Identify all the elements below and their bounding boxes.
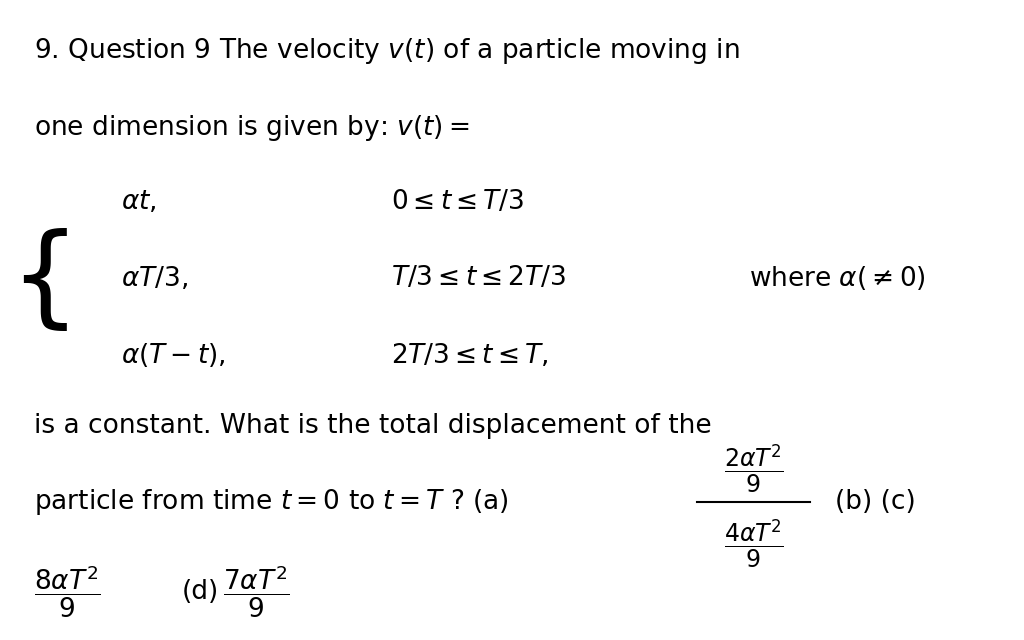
Text: $0 \leq t \leq T/3$: $0 \leq t \leq T/3$ [391, 189, 525, 214]
Text: $\dfrac{7\alpha T^2}{9}$: $\dfrac{7\alpha T^2}{9}$ [223, 564, 290, 620]
Text: (b) (c): (b) (c) [836, 490, 916, 515]
Text: $2T/3 \leq t \leq T,$: $2T/3 \leq t \leq T,$ [391, 342, 549, 369]
Text: is a constant. What is the total displacement of the: is a constant. What is the total displac… [34, 413, 712, 438]
Text: 9. Question 9 The velocity $v(t)$ of a particle moving in: 9. Question 9 The velocity $v(t)$ of a p… [34, 36, 739, 66]
Text: particle from time $t = 0$ to $t = T$ ? (a): particle from time $t = 0$ to $t = T$ ? … [34, 488, 509, 517]
Text: $\alpha T/3,$: $\alpha T/3,$ [121, 265, 188, 292]
Text: $\dfrac{8\alpha T^2}{9}$: $\dfrac{8\alpha T^2}{9}$ [34, 564, 101, 620]
Text: $\alpha t,$: $\alpha t,$ [121, 189, 157, 214]
Text: $\dfrac{2\alpha T^2}{9}$: $\dfrac{2\alpha T^2}{9}$ [724, 442, 783, 495]
Text: $\alpha(T - t),$: $\alpha(T - t),$ [121, 341, 225, 369]
Text: one dimension is given by: $v(t) =$: one dimension is given by: $v(t) =$ [34, 113, 470, 143]
Text: {: { [9, 228, 80, 335]
Text: where $\alpha(\neq 0)$: where $\alpha(\neq 0)$ [749, 264, 926, 292]
Text: $\dfrac{4\alpha T^2}{9}$: $\dfrac{4\alpha T^2}{9}$ [724, 518, 783, 570]
Text: (d): (d) [182, 579, 219, 605]
Text: $T/3 \leq t \leq 2T/3$: $T/3 \leq t \leq 2T/3$ [391, 266, 566, 291]
